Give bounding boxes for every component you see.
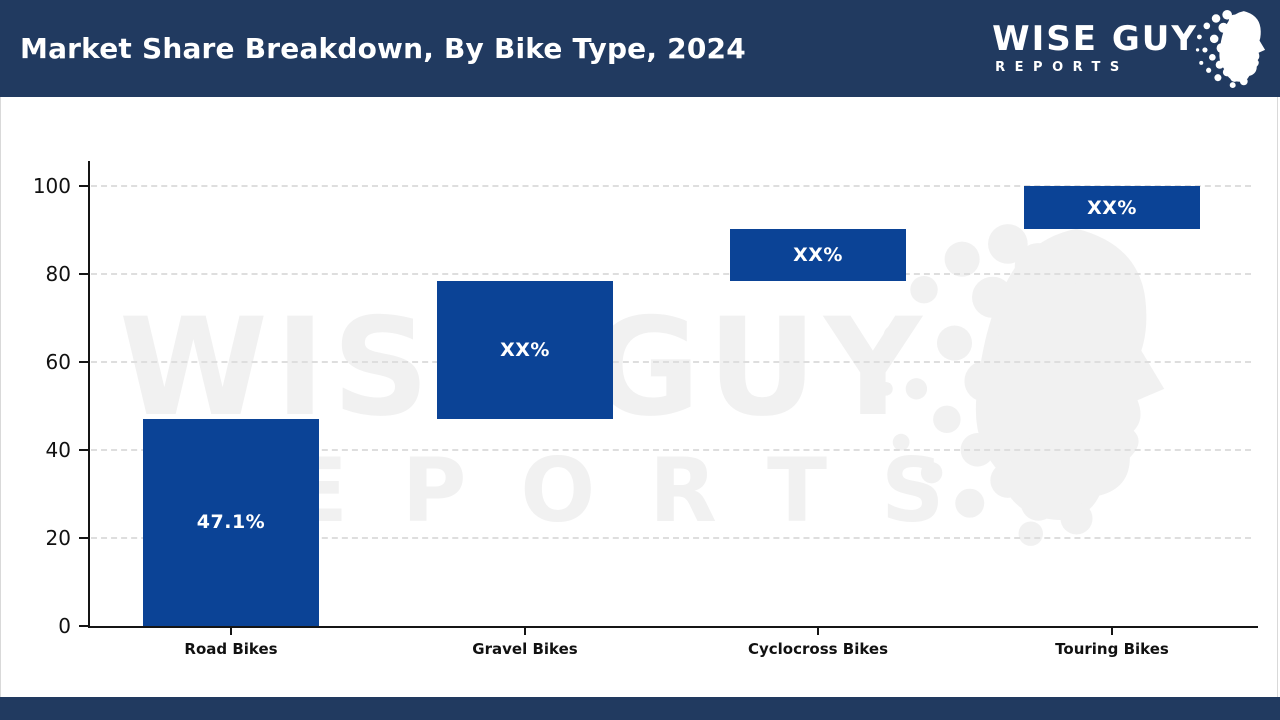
y-axis-spine <box>88 161 90 628</box>
y-tick <box>79 273 88 275</box>
header-bar: Market Share Breakdown, By Bike Type, 20… <box>0 0 1280 97</box>
bar-value-label: XX% <box>1087 196 1137 219</box>
y-tick-label: 80 <box>45 262 71 286</box>
wiseguy-head-icon <box>1195 9 1266 88</box>
x-axis-label: Road Bikes <box>184 640 278 658</box>
bar-segment: XX% <box>1024 186 1200 230</box>
gridline <box>91 361 1251 363</box>
y-tick <box>79 449 88 451</box>
bar-value-label: 47.1% <box>196 511 266 534</box>
page-title: Market Share Breakdown, By Bike Type, 20… <box>20 32 746 65</box>
plot-area: 0 20 40 60 80 100 47.1% Road Bikes XX% Gravel Bik… <box>1 97 1277 697</box>
gridline <box>91 185 1251 187</box>
y-tick-label: 20 <box>45 526 71 550</box>
bar-value-label: XX% <box>500 338 550 361</box>
logo-line-reports: REPORTS <box>995 60 1129 76</box>
bar-segment: XX% <box>437 281 613 419</box>
footer-bar <box>0 697 1280 720</box>
bar-segment: 47.1% <box>143 418 319 626</box>
y-tick <box>79 625 88 627</box>
x-axis-label: Cyclocross Bikes <box>747 640 889 658</box>
y-tick <box>79 185 88 187</box>
y-tick-label: 100 <box>32 174 71 198</box>
logo-wordmark: WISE GUY REPORTS <box>992 18 1198 76</box>
gridline <box>91 537 1251 539</box>
y-tick-label: 40 <box>45 438 71 462</box>
x-tick <box>817 628 819 635</box>
x-tick <box>1111 628 1113 635</box>
gridline <box>91 273 1251 275</box>
y-tick <box>79 361 88 363</box>
x-axis-spine <box>88 626 1258 628</box>
y-tick-label: 60 <box>45 350 71 374</box>
chart-canvas: WISE GUY REPORTS 0 20 40 60 80 100 47.1% Road B… <box>0 97 1278 697</box>
x-axis-label: Gravel Bikes <box>472 640 578 658</box>
y-tick <box>79 537 88 539</box>
y-tick-label: 0 <box>58 614 71 638</box>
bar-segment: XX% <box>730 229 906 282</box>
wiseguy-logo: WISE GUY REPORTS <box>992 9 1280 89</box>
x-tick <box>230 628 232 635</box>
bar-value-label: XX% <box>793 244 843 267</box>
logo-line-wiseguy: WISE GUY <box>992 18 1198 59</box>
gridline <box>91 449 1251 451</box>
x-axis-label: Touring Bikes <box>1055 640 1169 658</box>
x-tick <box>524 628 526 635</box>
